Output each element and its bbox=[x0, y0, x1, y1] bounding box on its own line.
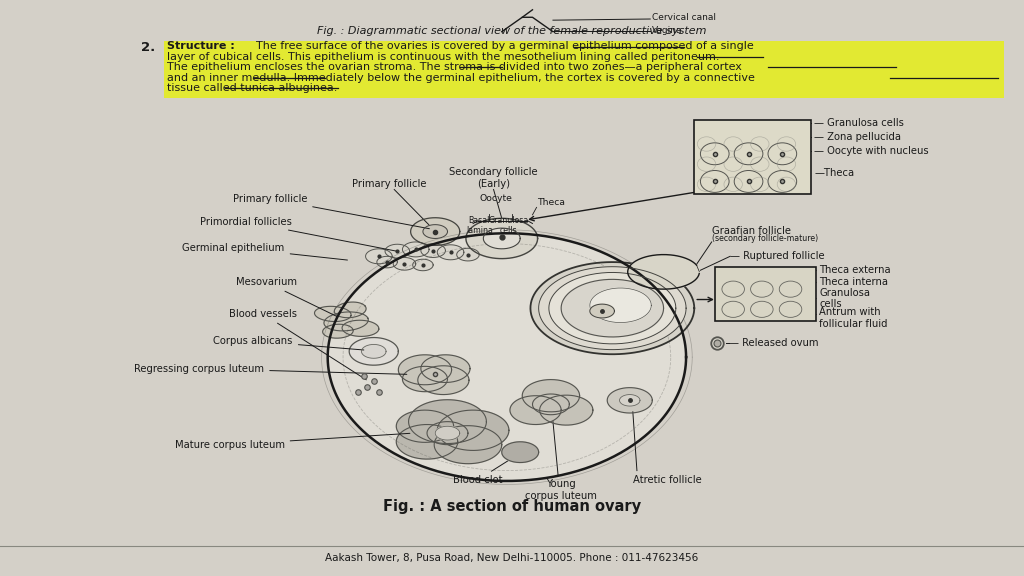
Polygon shape bbox=[377, 256, 397, 268]
Polygon shape bbox=[418, 366, 469, 395]
Text: (secondary follicle-mature): (secondary follicle-mature) bbox=[712, 234, 818, 243]
Text: Blood vessels: Blood vessels bbox=[229, 309, 367, 380]
Text: The epithelium encloses the ovarian stroma. The stroma is divided into two zones: The epithelium encloses the ovarian stro… bbox=[167, 62, 741, 72]
Polygon shape bbox=[435, 426, 460, 440]
Polygon shape bbox=[393, 257, 416, 270]
Text: Atretic follicle: Atretic follicle bbox=[633, 475, 701, 485]
Text: Theca interna: Theca interna bbox=[819, 277, 888, 287]
Polygon shape bbox=[590, 304, 614, 318]
Polygon shape bbox=[437, 410, 509, 450]
Polygon shape bbox=[402, 366, 447, 392]
Polygon shape bbox=[342, 320, 379, 336]
Text: tissue called tunica albuginea.: tissue called tunica albuginea. bbox=[167, 83, 337, 93]
Text: Mature corpus luteum: Mature corpus luteum bbox=[175, 433, 410, 450]
Polygon shape bbox=[361, 344, 386, 358]
Polygon shape bbox=[398, 355, 452, 385]
Text: Cervical canal: Cervical canal bbox=[652, 13, 717, 22]
Polygon shape bbox=[409, 400, 486, 444]
Text: Aakash Tower, 8, Pusa Road, New Delhi-110005. Phone : 011-47623456: Aakash Tower, 8, Pusa Road, New Delhi-11… bbox=[326, 553, 698, 563]
Polygon shape bbox=[385, 244, 410, 258]
Polygon shape bbox=[502, 442, 539, 463]
Polygon shape bbox=[590, 288, 651, 323]
Polygon shape bbox=[314, 306, 351, 321]
Polygon shape bbox=[411, 218, 460, 245]
Text: Secondary follicle
(Early): Secondary follicle (Early) bbox=[450, 167, 538, 189]
Polygon shape bbox=[328, 233, 686, 481]
Text: — Released ovum: — Released ovum bbox=[729, 338, 818, 348]
Polygon shape bbox=[366, 249, 392, 264]
Polygon shape bbox=[421, 244, 445, 257]
Text: Primordial follicles: Primordial follicles bbox=[200, 217, 396, 251]
FancyBboxPatch shape bbox=[164, 41, 1004, 98]
Polygon shape bbox=[540, 395, 593, 425]
Polygon shape bbox=[561, 279, 664, 337]
Text: 2.: 2. bbox=[141, 41, 156, 55]
Polygon shape bbox=[423, 225, 447, 238]
Polygon shape bbox=[530, 262, 694, 354]
Text: Graafian follicle: Graafian follicle bbox=[712, 226, 791, 236]
Text: Mesovarium: Mesovarium bbox=[236, 277, 338, 317]
Text: and an inner medulla. Immediately below the germinal epithelium, the cortex is c: and an inner medulla. Immediately below … bbox=[167, 73, 755, 82]
Text: Germinal epithelium: Germinal epithelium bbox=[182, 242, 347, 260]
Polygon shape bbox=[324, 312, 369, 331]
Text: — Zona pellucida: — Zona pellucida bbox=[814, 132, 901, 142]
Polygon shape bbox=[522, 380, 580, 412]
Polygon shape bbox=[457, 248, 479, 261]
Text: Theca: Theca bbox=[537, 198, 564, 207]
Text: Vagina: Vagina bbox=[652, 26, 683, 35]
Polygon shape bbox=[466, 218, 538, 259]
Text: Basal
lamina: Basal lamina bbox=[466, 216, 493, 236]
Text: Oocyte: Oocyte bbox=[479, 194, 512, 203]
FancyBboxPatch shape bbox=[715, 267, 816, 321]
Polygon shape bbox=[323, 324, 353, 338]
Polygon shape bbox=[396, 410, 454, 442]
Text: — Oocyte with nucleus: — Oocyte with nucleus bbox=[814, 146, 929, 157]
Polygon shape bbox=[549, 272, 676, 344]
Text: Regressing corpus luteum: Regressing corpus luteum bbox=[134, 363, 407, 374]
Text: Antrum with
follicular fluid: Antrum with follicular fluid bbox=[819, 307, 888, 329]
Polygon shape bbox=[483, 228, 520, 249]
Polygon shape bbox=[334, 302, 367, 318]
Polygon shape bbox=[349, 338, 398, 365]
Polygon shape bbox=[628, 255, 699, 289]
Text: Granulosa
cells: Granulosa cells bbox=[488, 216, 529, 236]
Text: Corpus albicans: Corpus albicans bbox=[213, 336, 364, 350]
Text: Young
corpus luteum: Young corpus luteum bbox=[525, 479, 597, 501]
Polygon shape bbox=[532, 394, 569, 415]
Polygon shape bbox=[510, 396, 561, 425]
Polygon shape bbox=[539, 267, 686, 350]
Text: — Ruptured follicle: — Ruptured follicle bbox=[730, 251, 824, 262]
Polygon shape bbox=[434, 426, 502, 464]
Polygon shape bbox=[396, 425, 458, 459]
Text: Primary follicle: Primary follicle bbox=[232, 194, 429, 229]
Polygon shape bbox=[607, 388, 652, 413]
Polygon shape bbox=[620, 395, 640, 406]
Text: Fig. : Diagrammatic sectional view of the female reproductive system: Fig. : Diagrammatic sectional view of th… bbox=[317, 26, 707, 36]
Text: Fig. : A section of human ovary: Fig. : A section of human ovary bbox=[383, 499, 641, 514]
Polygon shape bbox=[421, 355, 470, 382]
Text: Granulosa
cells: Granulosa cells bbox=[819, 287, 870, 309]
Polygon shape bbox=[402, 242, 429, 257]
Text: The free surface of the ovaries is covered by a germinal epithelium composed of : The free surface of the ovaries is cover… bbox=[256, 41, 754, 51]
Text: —Theca: —Theca bbox=[814, 168, 854, 178]
Text: layer of cubical cells. This epithelium is continuous with the mesothelium linin: layer of cubical cells. This epithelium … bbox=[167, 52, 720, 62]
Polygon shape bbox=[413, 259, 433, 271]
Text: Theca externa: Theca externa bbox=[819, 264, 891, 275]
FancyBboxPatch shape bbox=[694, 120, 811, 194]
Text: — Granulosa cells: — Granulosa cells bbox=[814, 118, 904, 128]
Polygon shape bbox=[437, 245, 464, 260]
Text: Blood clot: Blood clot bbox=[454, 475, 503, 485]
Text: Structure :: Structure : bbox=[167, 41, 234, 51]
Text: Primary follicle: Primary follicle bbox=[352, 179, 426, 189]
Polygon shape bbox=[427, 422, 468, 445]
